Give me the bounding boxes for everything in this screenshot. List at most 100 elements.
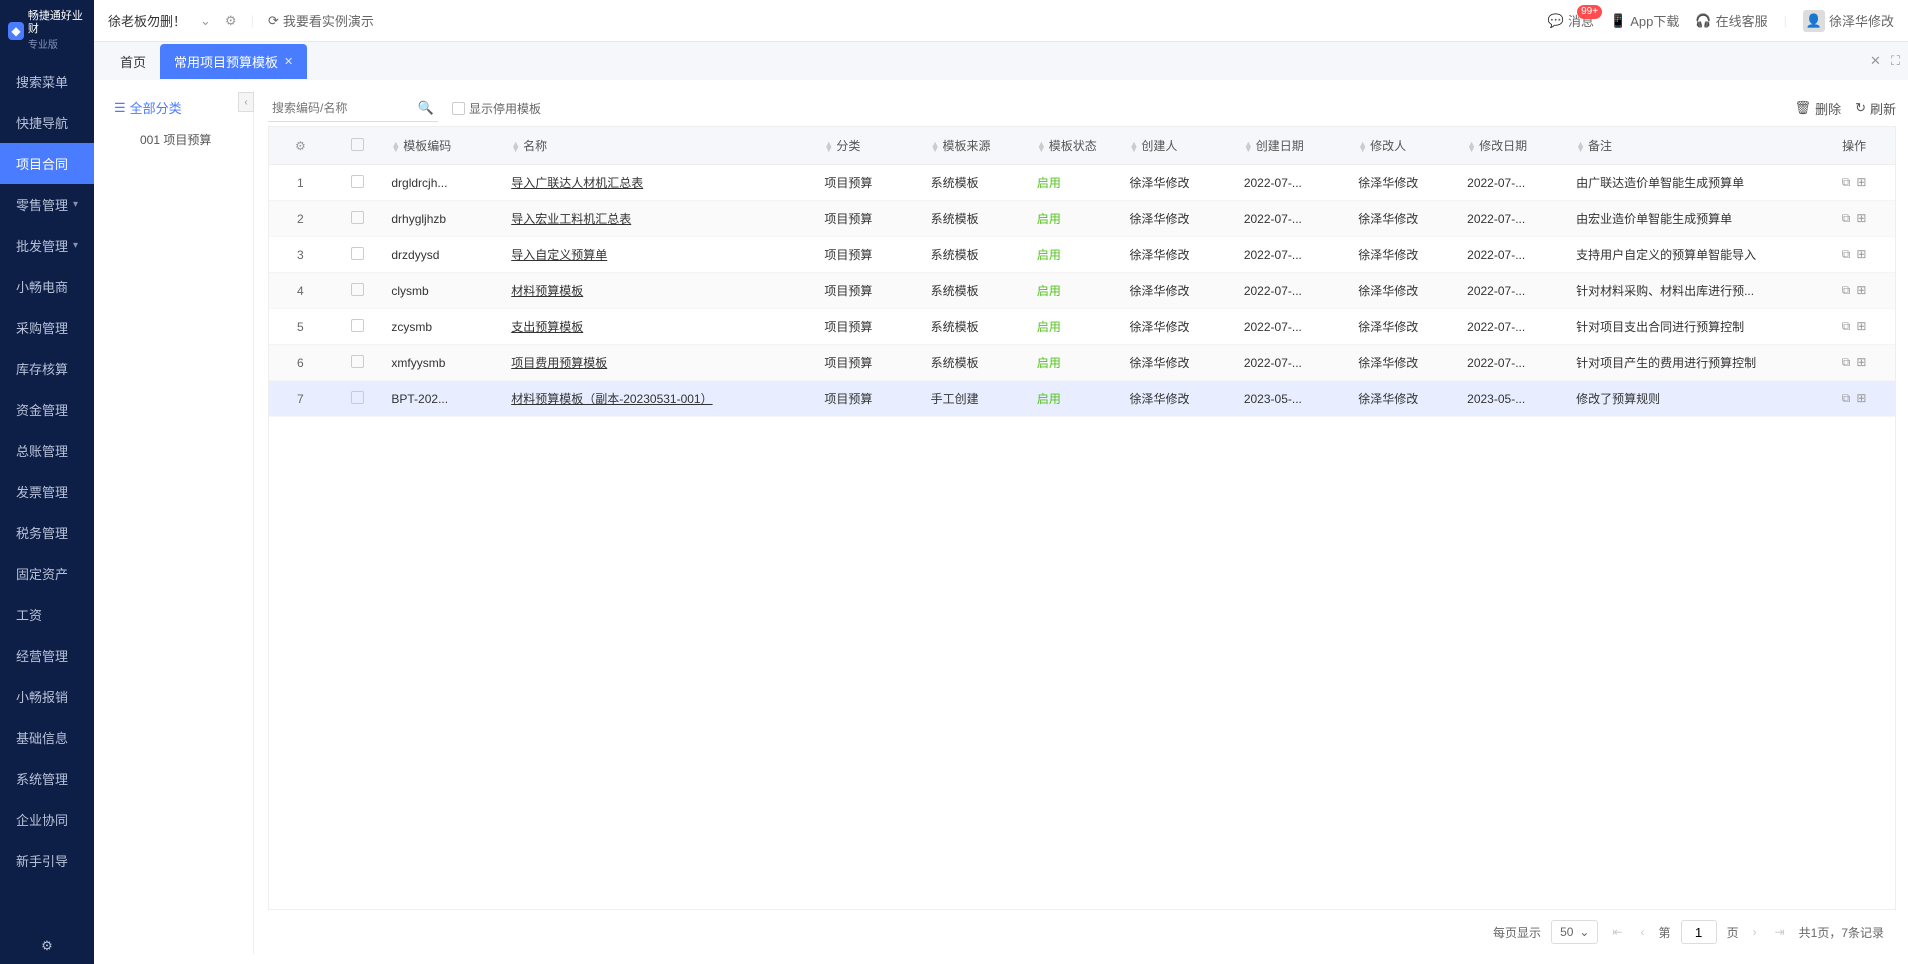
table-row[interactable]: 1drgldrcjh...导入广联达人材机汇总表项目预算系统模板启用徐泽华修改2… xyxy=(269,165,1895,201)
category-item[interactable]: 001 项目预算 xyxy=(114,121,245,152)
sidebar-item[interactable]: 经营管理 xyxy=(0,635,94,676)
cell-name-link[interactable]: 导入自定义预算单 xyxy=(511,248,607,262)
per-page-select[interactable]: 50 ⌄ xyxy=(1551,920,1598,944)
tabs-expand-icon[interactable]: ⛶ xyxy=(1891,53,1900,69)
cell-name-link[interactable]: 项目费用预算模板 xyxy=(511,356,607,370)
tab-active[interactable]: 常用项目预算模板 ✕ xyxy=(160,44,307,79)
cell-name-link[interactable]: 材料预算模板 xyxy=(511,284,583,298)
table-row[interactable]: 7BPT-202...材料预算模板（副本-20230531-001）项目预算手工… xyxy=(269,381,1895,417)
row-checkbox[interactable] xyxy=(351,319,364,332)
select-all-checkbox[interactable] xyxy=(351,138,364,151)
sidebar-item[interactable]: 发票管理 xyxy=(0,471,94,512)
sidebar-item[interactable]: 新手引导 xyxy=(0,840,94,881)
table-settings-icon[interactable]: ⚙ xyxy=(269,127,332,165)
row-checkbox[interactable] xyxy=(351,283,364,296)
cell-modify-date: 2022-07-... xyxy=(1459,237,1568,273)
sidebar-item[interactable]: 系统管理 xyxy=(0,758,94,799)
search-input[interactable] xyxy=(268,94,438,122)
tabs-close-all-icon[interactable]: ✕ xyxy=(1870,53,1881,69)
collapse-panel-icon[interactable]: ‹ xyxy=(238,92,254,112)
cell-name-link[interactable]: 导入广联达人材机汇总表 xyxy=(511,176,643,190)
view-icon[interactable]: ⧉ xyxy=(1842,355,1851,370)
row-checkbox[interactable] xyxy=(351,211,364,224)
sidebar-item[interactable]: 批发管理▾ xyxy=(0,225,94,266)
sidebar-item[interactable]: 快捷导航 xyxy=(0,102,94,143)
table-row[interactable]: 4clysmb材料预算模板项目预算系统模板启用徐泽华修改2022-07-...徐… xyxy=(269,273,1895,309)
view-icon[interactable]: ⧉ xyxy=(1842,175,1851,190)
col-create-date[interactable]: 创建日期 xyxy=(1256,139,1304,153)
page-input[interactable] xyxy=(1681,920,1717,944)
support-button[interactable]: 🎧 在线客服 xyxy=(1695,11,1767,30)
table-row[interactable]: 2drhygljhzb导入宏业工料机汇总表项目预算系统模板启用徐泽华修改2022… xyxy=(269,201,1895,237)
row-checkbox[interactable] xyxy=(351,355,364,368)
sidebar-item[interactable]: 采购管理 xyxy=(0,307,94,348)
app-download-button[interactable]: 📱 App下载 xyxy=(1610,11,1679,30)
row-checkbox[interactable] xyxy=(351,247,364,260)
row-checkbox[interactable] xyxy=(351,391,364,404)
sidebar-settings-icon[interactable]: ⚙ xyxy=(0,928,94,964)
sidebar-item[interactable]: 小畅报销 xyxy=(0,676,94,717)
col-modify-date[interactable]: 修改日期 xyxy=(1479,139,1527,153)
view-icon[interactable]: ⧉ xyxy=(1842,211,1851,226)
page-first-icon[interactable]: ⇤ xyxy=(1608,925,1626,939)
col-source[interactable]: 模板来源 xyxy=(943,139,991,153)
more-icon[interactable]: ⊞ xyxy=(1856,283,1866,297)
more-icon[interactable]: ⊞ xyxy=(1856,355,1866,369)
sidebar-item[interactable]: 工资 xyxy=(0,594,94,635)
sidebar-item[interactable]: 企业协同 xyxy=(0,799,94,840)
page-next-icon[interactable]: › xyxy=(1749,925,1761,939)
delete-button[interactable]: 🗑 删除 xyxy=(1795,99,1842,118)
sidebar-item[interactable]: 小畅电商 xyxy=(0,266,94,307)
tab-home-label: 首页 xyxy=(120,52,146,71)
cell-name-link[interactable]: 材料预算模板（副本-20230531-001） xyxy=(511,392,712,406)
cell-name-link[interactable]: 支出预算模板 xyxy=(511,320,583,334)
tab-close-icon[interactable]: ✕ xyxy=(284,55,293,68)
sidebar-item[interactable]: 零售管理▾ xyxy=(0,184,94,225)
search-icon[interactable]: 🔍 xyxy=(418,100,434,116)
col-code[interactable]: 模板编码 xyxy=(403,139,451,153)
more-icon[interactable]: ⊞ xyxy=(1856,391,1866,405)
sidebar-item[interactable]: 库存核算 xyxy=(0,348,94,389)
table-row[interactable]: 5zcysmb支出预算模板项目预算系统模板启用徐泽华修改2022-07-...徐… xyxy=(269,309,1895,345)
refresh-button[interactable]: ↻ 刷新 xyxy=(1855,99,1896,118)
sidebar-item[interactable]: 基础信息 xyxy=(0,717,94,758)
sidebar-item[interactable]: 固定资产 xyxy=(0,553,94,594)
org-settings-icon[interactable]: ⚙ xyxy=(225,13,237,29)
org-title: 徐老板勿删！ xyxy=(108,11,186,30)
more-icon[interactable]: ⊞ xyxy=(1856,247,1866,261)
user-menu[interactable]: 👤 徐泽华修改 xyxy=(1803,10,1894,32)
sidebar-item[interactable]: 资金管理 xyxy=(0,389,94,430)
table-row[interactable]: 3drzdyysd导入自定义预算单项目预算系统模板启用徐泽华修改2022-07-… xyxy=(269,237,1895,273)
col-remark[interactable]: 备注 xyxy=(1588,139,1612,153)
sidebar-item[interactable]: 搜索菜单 xyxy=(0,61,94,102)
org-dropdown-icon[interactable]: ⌄ xyxy=(200,13,211,29)
messages-button[interactable]: 💬 消息 99+ xyxy=(1548,11,1594,30)
more-icon[interactable]: ⊞ xyxy=(1856,211,1866,225)
more-icon[interactable]: ⊞ xyxy=(1856,319,1866,333)
demo-link[interactable]: ⟳ 我要看实例演示 xyxy=(268,11,374,30)
table-row[interactable]: 6xmfyysmb项目费用预算模板项目预算系统模板启用徐泽华修改2022-07-… xyxy=(269,345,1895,381)
sidebar-item[interactable]: 税务管理 xyxy=(0,512,94,553)
view-icon[interactable]: ⧉ xyxy=(1842,283,1851,298)
tab-home[interactable]: 首页 xyxy=(106,44,160,79)
col-creator[interactable]: 创建人 xyxy=(1141,139,1177,153)
col-name[interactable]: 名称 xyxy=(523,139,547,153)
category-all[interactable]: ☰ 全部分类 xyxy=(114,94,245,121)
row-index: 5 xyxy=(269,309,332,345)
view-icon[interactable]: ⧉ xyxy=(1842,391,1851,406)
sidebar-item[interactable]: 项目合同 xyxy=(0,143,94,184)
cell-name-link[interactable]: 导入宏业工料机汇总表 xyxy=(511,212,631,226)
page-prev-icon[interactable]: ‹ xyxy=(1637,925,1649,939)
col-status[interactable]: 模板状态 xyxy=(1049,139,1097,153)
page-last-icon[interactable]: ⇥ xyxy=(1771,925,1789,939)
view-icon[interactable]: ⧉ xyxy=(1842,319,1851,334)
col-modifier[interactable]: 修改人 xyxy=(1370,139,1406,153)
col-category[interactable]: 分类 xyxy=(836,139,860,153)
more-icon[interactable]: ⊞ xyxy=(1856,175,1866,189)
show-stopped-checkbox[interactable]: 显示停用模板 xyxy=(452,100,541,117)
row-checkbox[interactable] xyxy=(351,175,364,188)
view-icon[interactable]: ⧉ xyxy=(1842,247,1851,262)
page-label-pre: 第 xyxy=(1659,924,1671,941)
sidebar-item[interactable]: 总账管理 xyxy=(0,430,94,471)
cell-modifier: 徐泽华修改 xyxy=(1350,381,1459,417)
